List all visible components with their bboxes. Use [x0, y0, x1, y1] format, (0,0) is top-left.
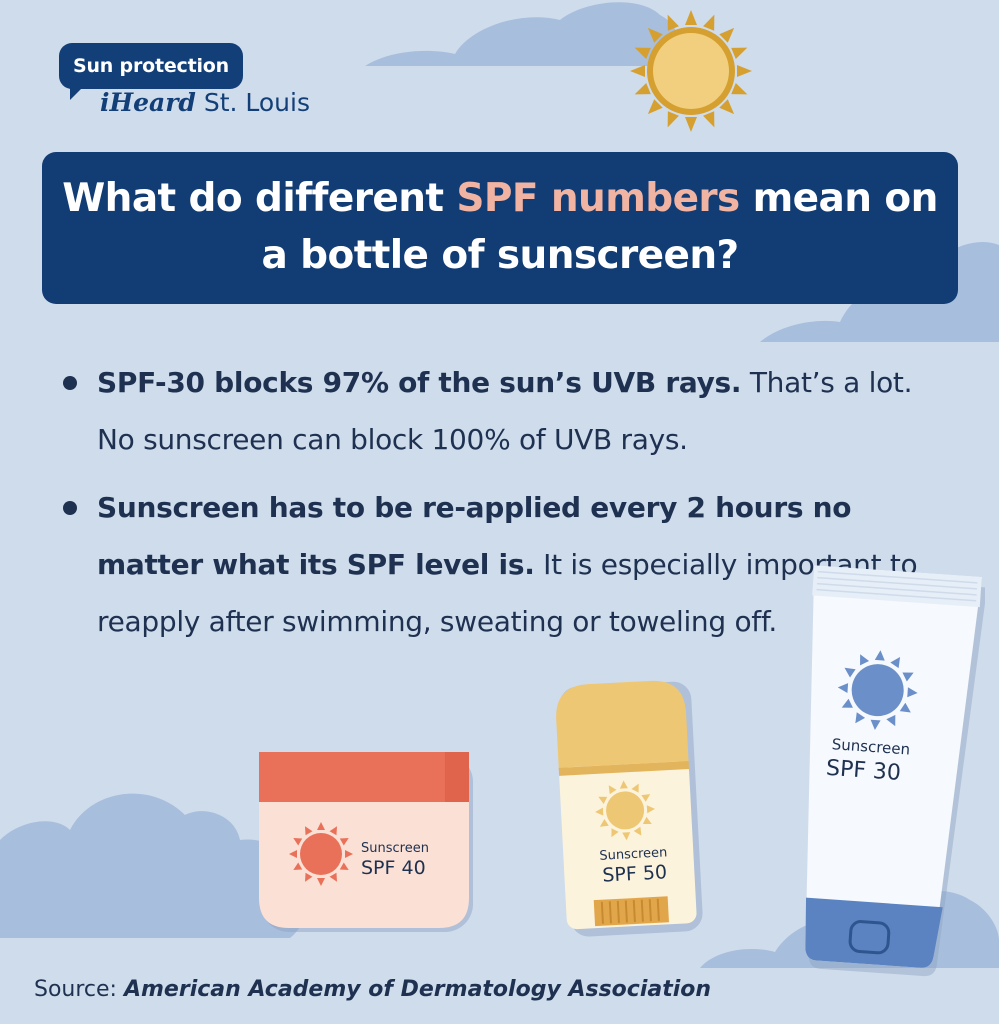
bullet-2-bold: Sunscreen has to be re-applied every 2 h… [97, 491, 852, 581]
topic-badge: Sun protection [59, 43, 243, 89]
brand-logo: iHeard St. Louis [100, 88, 310, 117]
jar-name: Sunscreen [361, 841, 429, 856]
cloud-icon [365, 2, 680, 66]
source-name: American Academy of Dermatology Associat… [123, 977, 712, 1002]
tube-name: Sunscreen [831, 735, 910, 758]
badge-tail [70, 84, 86, 100]
sun-icon [630, 10, 752, 132]
bullet-1-text: That’s a lot. No sunscreen can block 100… [97, 366, 913, 456]
sunscreen-stick: Sunscreen SPF 50 [556, 680, 703, 937]
title-banner: What do different SPF numbers mean on a … [42, 152, 958, 304]
bullet-item-1: SPF-30 blocks 97% of the sun’s UVB rays.… [97, 354, 927, 468]
sunscreen-tube: Sunscreen SPF 30 [805, 565, 985, 977]
bullet-dot [63, 376, 77, 390]
bullet-2-text: It is especially important to reapply af… [97, 548, 918, 638]
sunscreen-jar: Sunscreen SPF 40 [259, 752, 473, 932]
source-prefix: Source: [34, 977, 124, 1002]
title-part-2: mean on a bottle of sunscreen? [261, 176, 938, 278]
bullet-item-2: Sunscreen has to be re-applied every 2 h… [97, 479, 927, 650]
tube-spf: SPF 30 [825, 756, 901, 786]
source-line: Source: American Academy of Dermatology … [34, 977, 711, 1002]
cloud-icon [0, 793, 305, 938]
bullet-1-bold: SPF-30 blocks 97% of the sun’s UVB rays. [97, 366, 742, 399]
title-highlight: SPF numbers [456, 176, 740, 221]
brand-name-bold: iHeard [100, 88, 196, 117]
stick-name: Sunscreen [599, 845, 668, 864]
title-part-1: What do different [62, 176, 457, 221]
jar-spf: SPF 40 [361, 857, 426, 879]
stick-spf: SPF 50 [602, 861, 668, 886]
brand-name-rest: St. Louis [203, 88, 310, 117]
bullet-dot [63, 501, 77, 515]
